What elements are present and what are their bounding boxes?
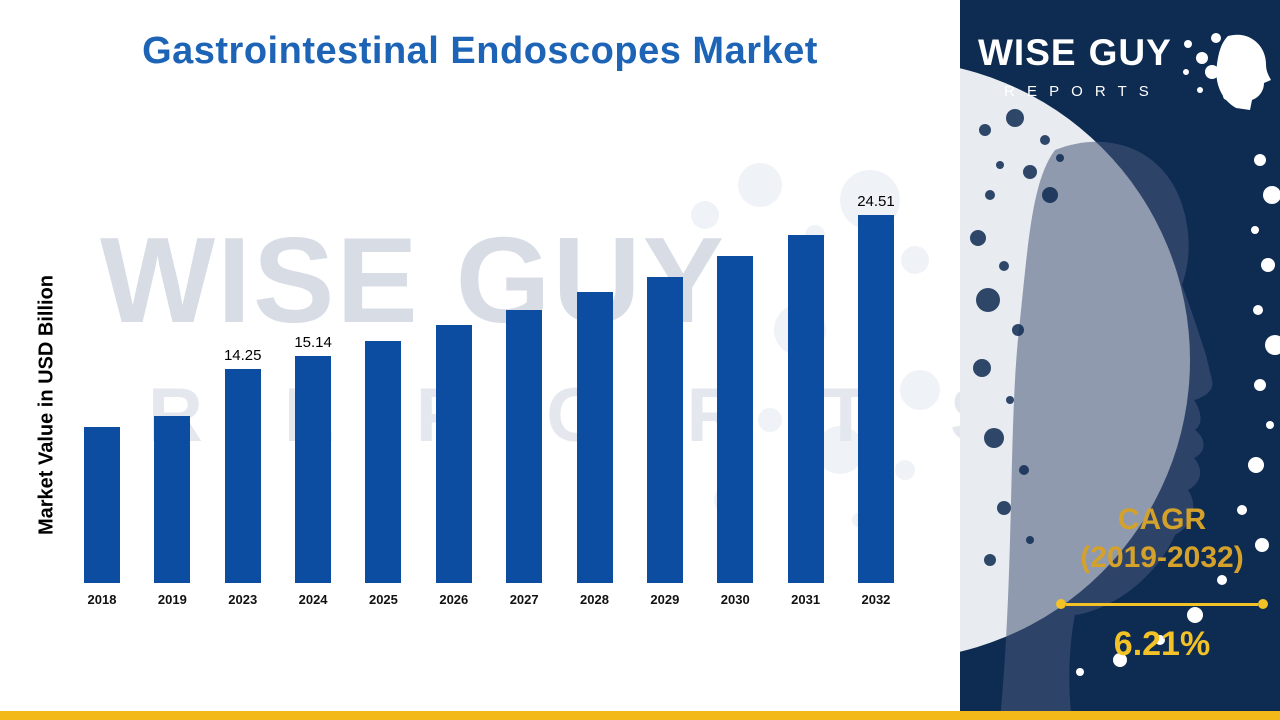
bottom-accent-strip (0, 711, 1280, 720)
brand-panel: WISE GUY R E P O R T S CAGR (2019-2032) … (960, 0, 1280, 720)
bar-column-2025: 2025 (365, 163, 402, 607)
bar-category-label: 2019 (157, 592, 187, 607)
divider-dot-left (1056, 599, 1066, 609)
divider-rule (1066, 602, 1258, 606)
bar (84, 427, 120, 583)
bar-category-label: 2028 (580, 592, 609, 607)
bar-value-label: 15.14 (294, 334, 332, 351)
bar-column-2019: 2019 (154, 163, 191, 607)
bar-column-2031: 2031 (787, 163, 824, 607)
bar (646, 277, 683, 583)
logo-word-wise: WISE (978, 32, 1077, 73)
bar-category-label: 2027 (509, 592, 539, 607)
y-axis-label: Market Value in USD Billion (35, 274, 58, 536)
bar-column-2027: 2027 (506, 163, 543, 607)
bar-column-2023: 14.25 2023 (223, 163, 262, 607)
logo-wise-guy: WISE GUY (978, 32, 1172, 74)
bar-column-2032: 24.51 2032 (857, 163, 895, 607)
bar-column-2026: 2026 (435, 163, 472, 607)
bar-value-label: 14.25 (223, 347, 262, 364)
bar-value-label: 24.51 (857, 193, 895, 210)
bar (576, 292, 613, 583)
bar-column-2024: 15.14 2024 (294, 163, 332, 607)
head-profile-art (960, 33, 1280, 720)
logo-reports: R E P O R T S (1004, 83, 1153, 100)
bar-category-label: 2023 (228, 592, 258, 607)
logo: WISE GUY R E P O R T S (978, 32, 1172, 100)
cagr-value: 6.21% (1113, 625, 1211, 663)
bar-category-label: 2018 (87, 592, 117, 607)
bar (154, 416, 191, 583)
bar-category-label: 2031 (791, 592, 821, 607)
cagr-range: (2019-2032) (1080, 541, 1244, 574)
cagr-label: CAGR (1117, 503, 1207, 536)
bar-category-label: 2030 (720, 592, 750, 607)
bar (224, 369, 261, 583)
bar (787, 235, 824, 583)
bar (506, 310, 543, 583)
page-title: Gastrointestinal Endoscopes Market (142, 30, 818, 72)
bar-chart: 2018 2019 14.25 2023 15.14 2024 2025 2026 2027 20… (84, 163, 895, 607)
bar (435, 325, 472, 583)
cagr-block: CAGR (2019-2032) 6.21% (1056, 503, 1268, 664)
cagr-divider (1056, 599, 1268, 609)
bar-category-label: 2024 (298, 592, 328, 607)
bar-column-2029: 2029 (646, 163, 683, 607)
bar (717, 256, 754, 583)
bar-category-label: 2032 (861, 592, 891, 607)
bar-category-label: 2025 (368, 592, 398, 607)
bar-category-label: 2026 (439, 592, 469, 607)
divider-dot-right (1258, 599, 1268, 609)
logo-word-guy: GUY (1088, 32, 1172, 73)
bar (295, 356, 332, 583)
logo-head-icon (1183, 33, 1271, 110)
bar (857, 215, 894, 583)
bar-column-2018: 2018 (84, 163, 120, 607)
bar-column-2030: 2030 (717, 163, 754, 607)
bar-column-2028: 2028 (576, 163, 613, 607)
bar (365, 341, 402, 583)
chart-region: WISE GUY R E P O R T S Gastrointestinal … (35, 30, 960, 607)
watermark-wise-guy: WISE GUY (100, 212, 727, 348)
bar-category-label: 2029 (650, 592, 680, 607)
